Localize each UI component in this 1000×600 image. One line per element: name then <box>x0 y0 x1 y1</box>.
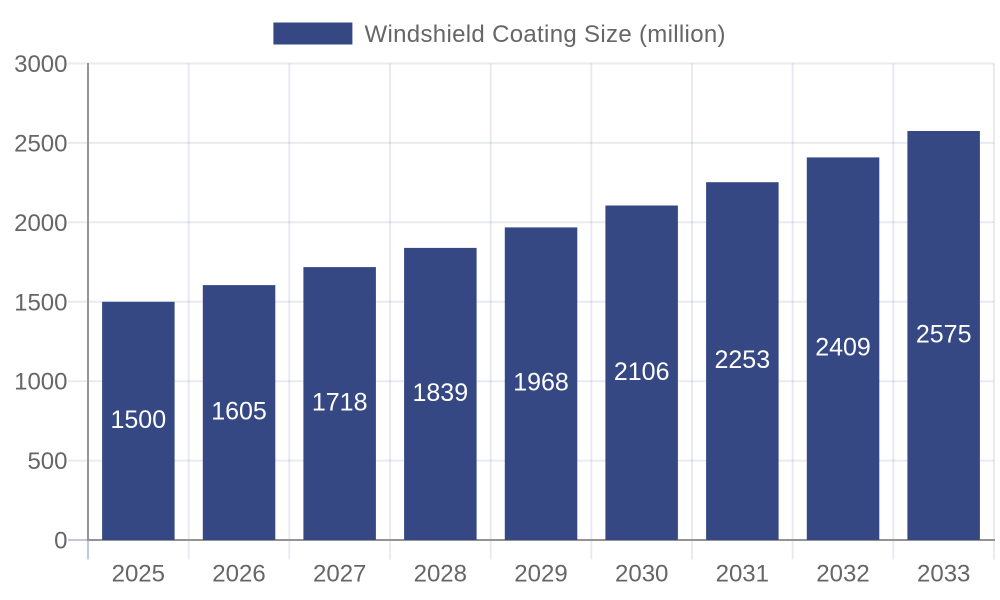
svg-text:2106: 2106 <box>614 358 670 386</box>
svg-text:2500: 2500 <box>14 130 67 157</box>
svg-text:2575: 2575 <box>916 321 972 349</box>
svg-text:Windshield Coating Size (milli: Windshield Coating Size (million) <box>365 21 726 48</box>
svg-text:2025: 2025 <box>112 561 165 588</box>
svg-text:1500: 1500 <box>14 289 67 316</box>
svg-text:1968: 1968 <box>513 369 569 397</box>
svg-text:2409: 2409 <box>815 334 871 362</box>
svg-text:3000: 3000 <box>14 51 67 78</box>
svg-text:1500: 1500 <box>110 406 166 434</box>
svg-text:1718: 1718 <box>312 389 368 417</box>
svg-text:1000: 1000 <box>14 369 67 396</box>
svg-text:1839: 1839 <box>412 379 468 407</box>
svg-text:2000: 2000 <box>14 210 67 237</box>
svg-text:2033: 2033 <box>917 561 970 588</box>
svg-text:0: 0 <box>54 528 67 555</box>
svg-text:2026: 2026 <box>212 561 265 588</box>
svg-text:2253: 2253 <box>714 346 770 374</box>
svg-text:2032: 2032 <box>816 561 869 588</box>
svg-text:2031: 2031 <box>716 561 769 588</box>
svg-text:500: 500 <box>27 448 67 475</box>
svg-text:2028: 2028 <box>414 561 467 588</box>
svg-text:2030: 2030 <box>615 561 668 588</box>
svg-text:1605: 1605 <box>211 398 267 426</box>
svg-text:2029: 2029 <box>514 561 567 588</box>
svg-text:2027: 2027 <box>313 561 366 588</box>
